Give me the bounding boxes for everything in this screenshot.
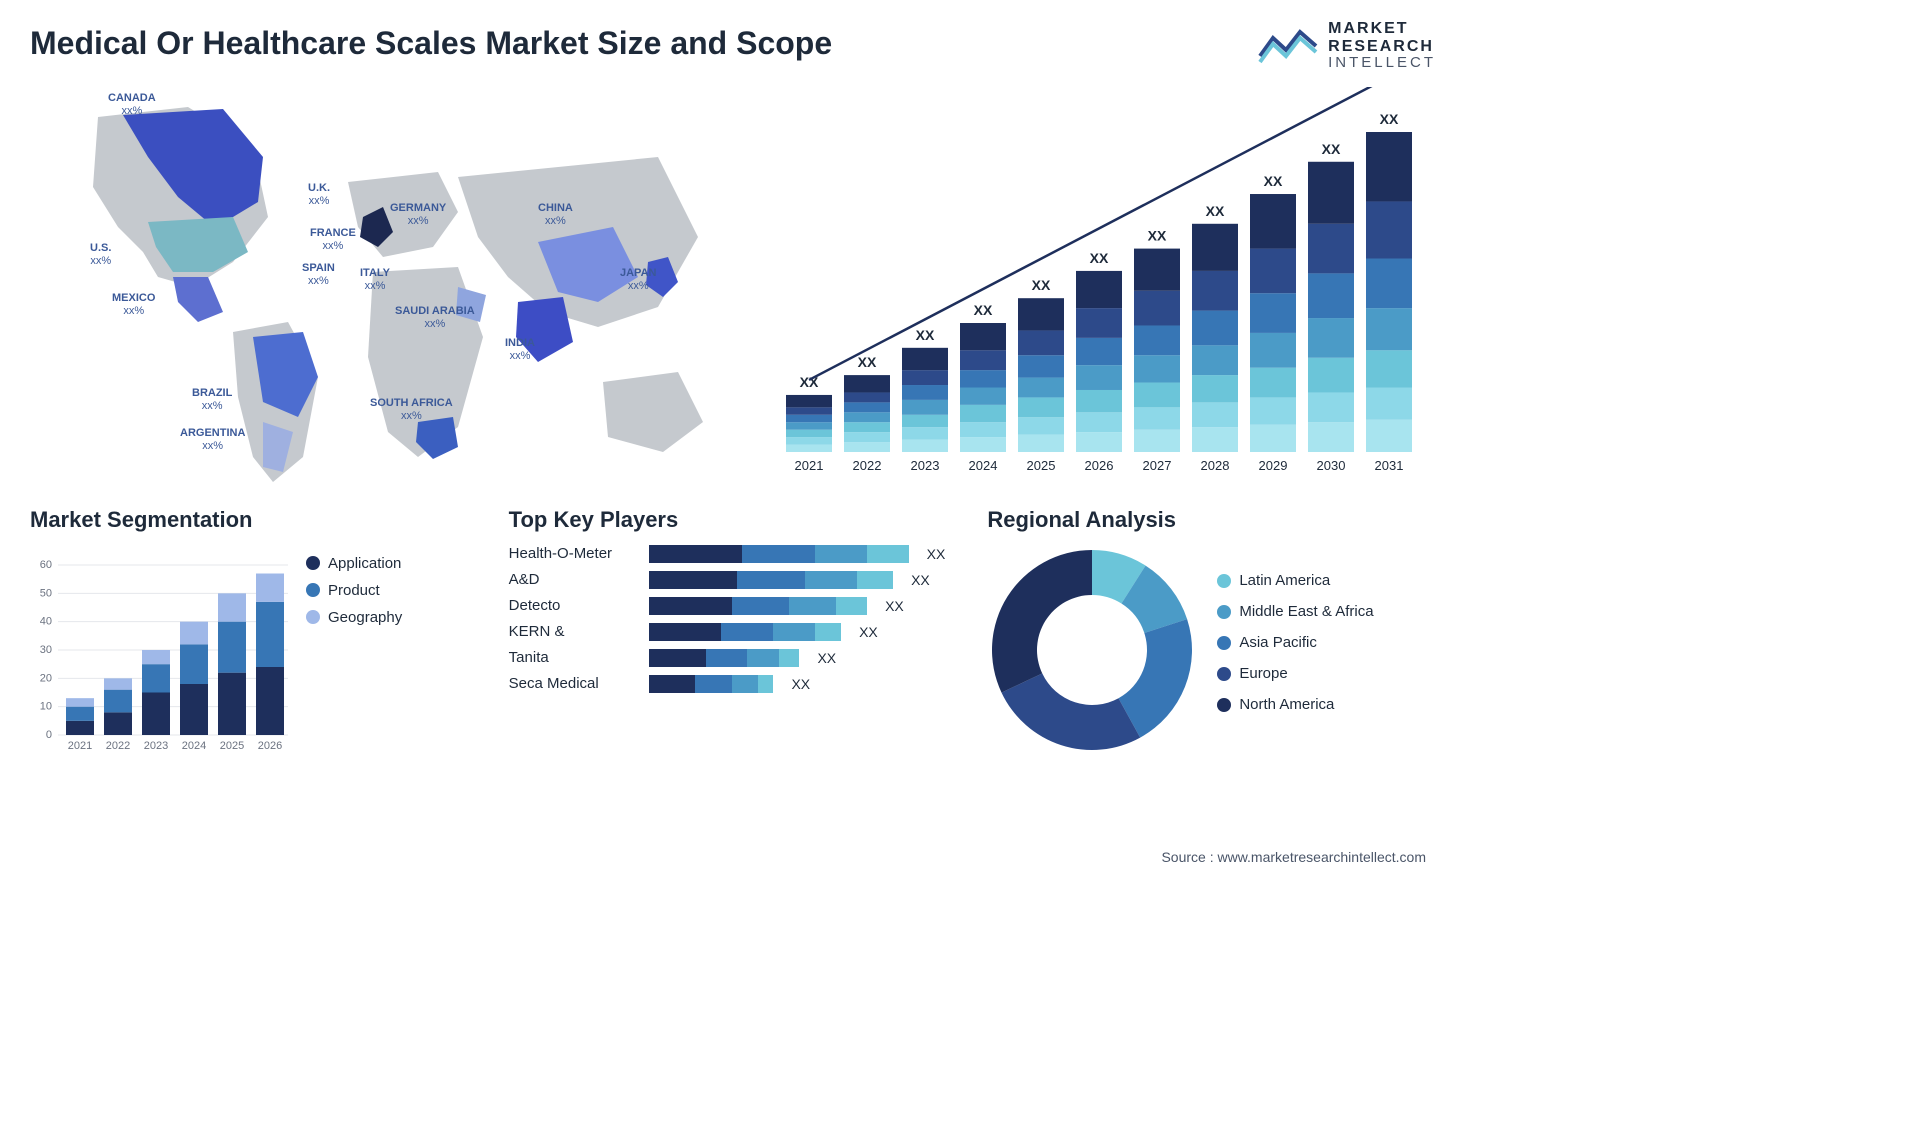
svg-text:10: 10 <box>40 700 52 712</box>
svg-text:2024: 2024 <box>182 740 206 752</box>
player-row: Health-O-MeterXX <box>509 545 958 563</box>
map-country-label: SAUDI ARABIAxx% <box>395 305 475 331</box>
svg-text:30: 30 <box>40 644 52 656</box>
svg-text:2024: 2024 <box>969 458 998 473</box>
legend-item: Latin America <box>1217 572 1373 589</box>
svg-text:2030: 2030 <box>1317 458 1346 473</box>
svg-text:XX: XX <box>1322 140 1341 156</box>
svg-text:XX: XX <box>1032 277 1051 293</box>
logo-text-1: MARKET <box>1328 20 1436 38</box>
svg-text:2022: 2022 <box>853 458 882 473</box>
svg-text:2021: 2021 <box>795 458 824 473</box>
svg-text:XX: XX <box>1380 111 1399 127</box>
svg-text:2025: 2025 <box>220 740 244 752</box>
key-players-title: Top Key Players <box>509 507 958 533</box>
map-country-label: U.S.xx% <box>90 242 111 268</box>
page-title: Medical Or Healthcare Scales Market Size… <box>30 25 832 62</box>
svg-text:20: 20 <box>40 672 52 684</box>
brand-logo: MARKET RESEARCH INTELLECT <box>1258 20 1436 72</box>
legend-item: Asia Pacific <box>1217 634 1373 651</box>
key-players-panel: Top Key Players Health-O-MeterXX A&DXX Det… <box>509 507 958 777</box>
svg-text:2023: 2023 <box>911 458 940 473</box>
svg-text:2027: 2027 <box>1143 458 1172 473</box>
svg-text:XX: XX <box>974 302 993 318</box>
svg-text:2025: 2025 <box>1027 458 1056 473</box>
map-country-label: U.K.xx% <box>308 182 330 208</box>
svg-text:XX: XX <box>1206 202 1225 218</box>
player-row: TanitaXX <box>509 649 958 667</box>
regional-panel: Regional Analysis Latin America Middle Ea… <box>987 507 1436 777</box>
svg-text:XX: XX <box>1148 227 1167 243</box>
legend-item: Middle East & Africa <box>1217 603 1373 620</box>
svg-text:60: 60 <box>40 559 52 571</box>
svg-text:XX: XX <box>1090 250 1109 266</box>
logo-icon <box>1258 26 1318 66</box>
map-country-label: FRANCExx% <box>310 227 356 253</box>
map-country-label: GERMANYxx% <box>390 202 446 228</box>
svg-text:2026: 2026 <box>1085 458 1114 473</box>
legend-item: North America <box>1217 696 1373 713</box>
legend-item: Product <box>306 582 402 599</box>
svg-text:XX: XX <box>858 354 877 370</box>
player-row: DetectoXX <box>509 597 958 615</box>
svg-text:XX: XX <box>916 327 935 343</box>
world-map: CANADAxx% U.S.xx% MEXICOxx% BRAZILxx% ARGENT… <box>30 87 746 487</box>
svg-text:2028: 2028 <box>1201 458 1230 473</box>
segmentation-title: Market Segmentation <box>30 507 479 533</box>
segmentation-panel: Market Segmentation 0 10 20 30 40 50 60 2021 202… <box>30 507 479 777</box>
source-label: Source : www.marketresearchintellect.com <box>1161 849 1426 865</box>
legend-item: Geography <box>306 609 402 626</box>
map-country-label: ITALYxx% <box>360 267 390 293</box>
map-country-label: JAPANxx% <box>620 267 656 293</box>
map-country-label: SOUTH AFRICAxx% <box>370 397 453 423</box>
player-row: KERN &XX <box>509 623 958 641</box>
map-country-label: MEXICOxx% <box>112 292 155 318</box>
svg-text:2029: 2029 <box>1259 458 1288 473</box>
svg-text:2031: 2031 <box>1375 458 1404 473</box>
logo-text-2: RESEARCH <box>1328 38 1436 56</box>
legend-item: Europe <box>1217 665 1373 682</box>
player-row: Seca MedicalXX <box>509 675 958 693</box>
svg-text:2026: 2026 <box>258 740 282 752</box>
map-country-label: CHINAxx% <box>538 202 573 228</box>
svg-text:50: 50 <box>40 587 52 599</box>
main-growth-chart: XX 2021 XX 2022 XX 2023 XX 2024 XX 2025 XX 2026 XX 20… <box>776 87 1436 487</box>
map-country-label: CANADAxx% <box>108 92 156 118</box>
svg-text:2021: 2021 <box>68 740 92 752</box>
logo-text-3: INTELLECT <box>1328 55 1436 72</box>
legend-item: Application <box>306 555 402 572</box>
map-country-label: BRAZILxx% <box>192 387 232 413</box>
map-country-label: ARGENTINAxx% <box>180 427 245 453</box>
svg-text:2022: 2022 <box>106 740 130 752</box>
svg-text:40: 40 <box>40 615 52 627</box>
map-country-label: INDIAxx% <box>505 337 535 363</box>
svg-text:XX: XX <box>1264 173 1283 189</box>
map-country-label: SPAINxx% <box>302 262 335 288</box>
regional-title: Regional Analysis <box>987 507 1436 533</box>
player-row: A&DXX <box>509 571 958 589</box>
svg-text:0: 0 <box>46 729 52 741</box>
svg-text:2023: 2023 <box>144 740 168 752</box>
